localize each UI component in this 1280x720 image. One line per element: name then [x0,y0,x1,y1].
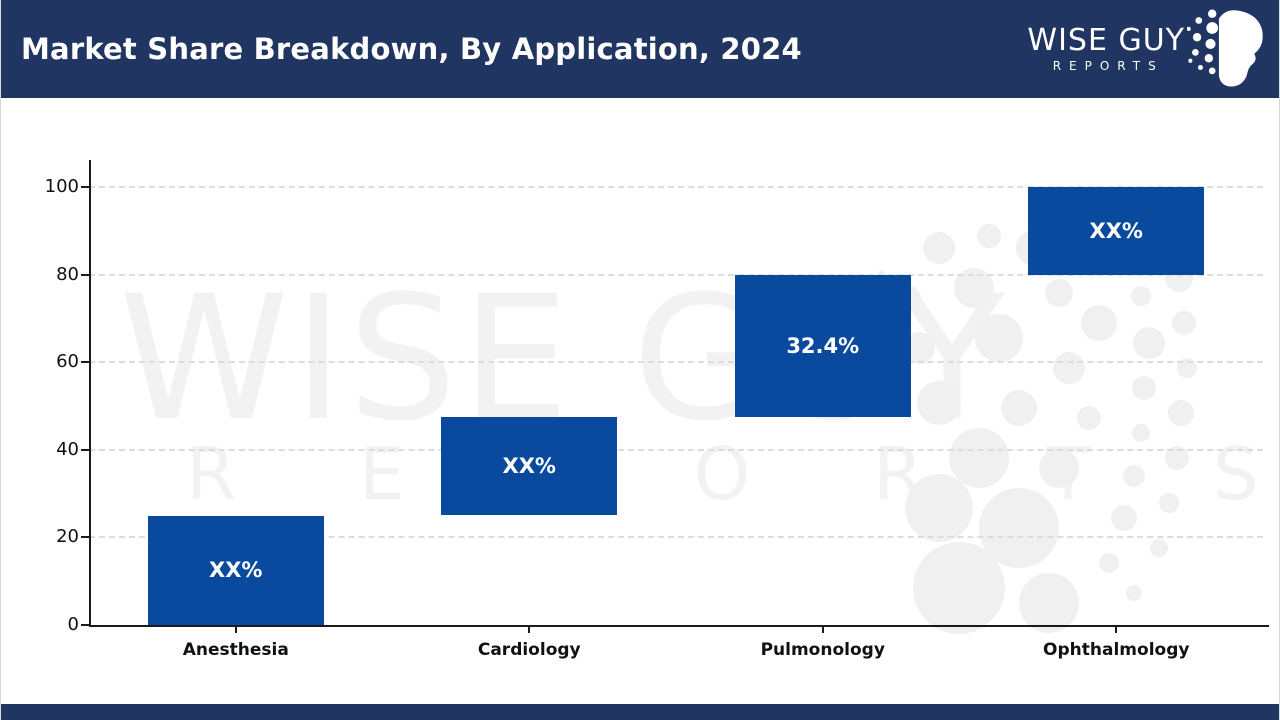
logo-head-icon [1187,9,1263,87]
x-axis-line [89,625,1269,627]
x-tick-label: Anesthesia [182,640,289,660]
x-tick [1115,627,1118,633]
logo-text: WISE GUY REPORTS [1027,23,1185,74]
bar: XX% [441,416,618,516]
gridline [89,536,1263,539]
header: Market Share Breakdown, By Application, … [1,0,1279,98]
x-tick [821,627,824,633]
bar-value-label: XX% [502,453,556,478]
gridline [89,361,1263,364]
y-tick [81,361,89,364]
gridline [89,273,1263,276]
y-tick [81,624,89,626]
bar: XX% [1028,187,1205,275]
y-tick [81,273,89,276]
y-tick-label: 100 [44,176,79,197]
logo-wordmark: WISE GUY [1027,23,1185,58]
y-tick-label: 80 [56,263,79,285]
bar: XX% [147,515,324,625]
chart-title: Market Share Breakdown, By Application, … [21,32,802,66]
bar-value-label: 32.4% [786,333,860,358]
x-tick-label: Ophthalmology [1043,640,1190,660]
y-axis-line [89,160,91,627]
x-tick [234,627,237,633]
y-tick-label: 20 [56,526,79,548]
bar-value-label: XX% [209,558,263,583]
y-tick-label: 0 [67,614,79,635]
y-tick-label: 60 [56,351,79,373]
bar-value-label: XX% [1089,218,1143,243]
footer-bar [1,704,1279,720]
watermark-subtext: R E P O R T S [186,432,1280,516]
y-tick [81,448,89,451]
x-tick-label: Pulmonology [760,640,885,660]
watermark-head-dots-icon [879,224,1197,634]
x-tick-label: Cardiology [477,640,581,660]
y-tick-label: 40 [56,438,79,460]
gridline [89,186,1263,188]
gridline [89,448,1263,451]
bar: 32.4% [734,274,911,417]
x-tick [528,627,531,633]
wiseguy-logo: WISE GUY REPORTS [1027,4,1271,94]
y-tick [81,186,89,188]
logo-subtext: REPORTS [1052,59,1164,73]
y-tick [81,536,89,539]
